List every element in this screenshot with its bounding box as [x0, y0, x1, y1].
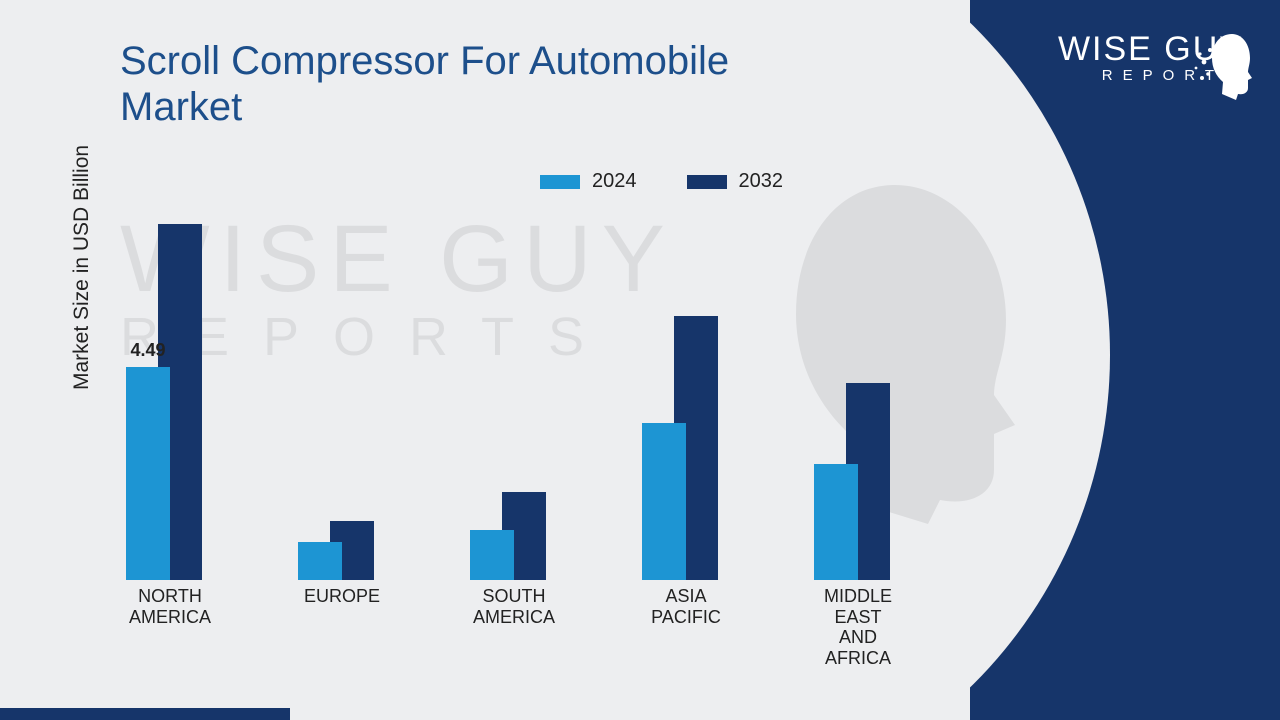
bar-2024 — [298, 542, 342, 580]
bar-2024 — [126, 367, 170, 580]
canvas: WISE GUY REPORTS Scroll Compressor For A… — [0, 0, 1280, 720]
bar-2024 — [814, 464, 858, 580]
category-label: ASIAPACIFIC — [606, 586, 766, 627]
legend-swatch-2024 — [540, 175, 580, 189]
legend-swatch-2032 — [687, 175, 727, 189]
category-label: SOUTHAMERICA — [434, 586, 594, 627]
chart-title: Scroll Compressor For Automobile Market — [120, 38, 860, 130]
category-label: MIDDLEEASTANDAFRICA — [778, 586, 938, 669]
brand-head-icon — [1012, 30, 1252, 110]
bar-2024 — [470, 530, 514, 580]
category-label: NORTHAMERICA — [90, 586, 250, 627]
legend-label-2024: 2024 — [592, 170, 637, 193]
legend-item-2032: 2032 — [687, 170, 784, 193]
legend-label-2032: 2032 — [739, 170, 784, 193]
legend-item-2024: 2024 — [540, 170, 637, 193]
legend: 2024 2032 — [540, 170, 783, 193]
chart-plot-area: 4.49NORTHAMERICAEUROPESOUTHAMERICAASIAPA… — [100, 200, 950, 580]
footer-accent-bar — [0, 708, 290, 720]
bar-2024 — [642, 423, 686, 580]
y-axis-label: Market Size in USD Billion — [70, 145, 94, 390]
bar-value-label: 4.49 — [130, 340, 165, 361]
category-label: EUROPE — [262, 586, 422, 607]
